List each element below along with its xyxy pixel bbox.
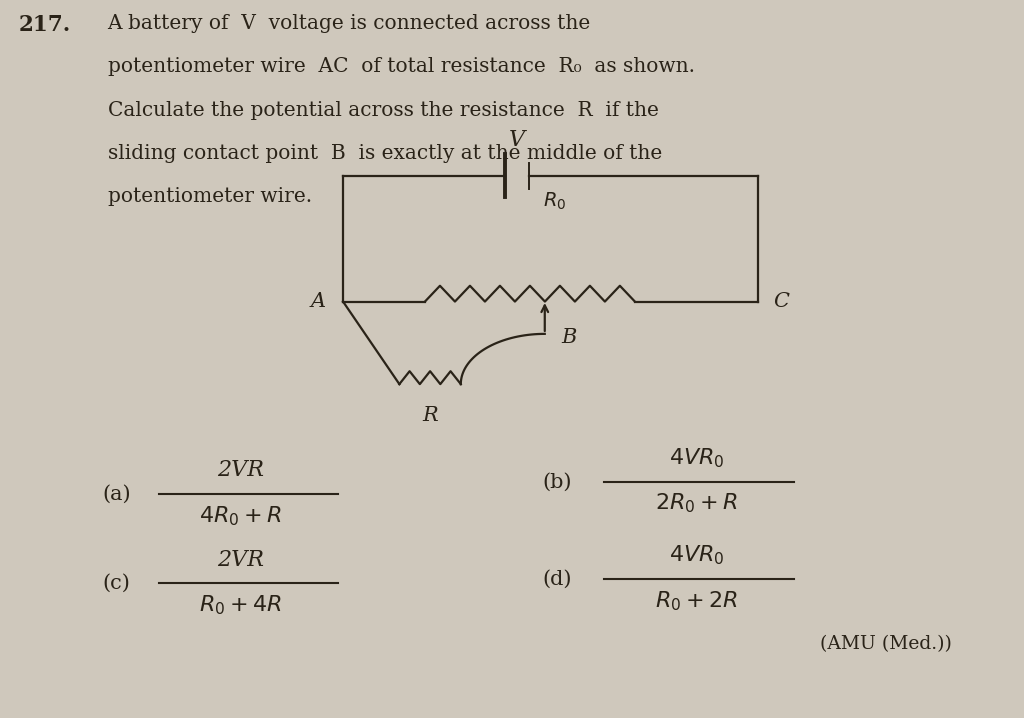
Text: potentiometer wire  AC  of total resistance  R₀  as shown.: potentiometer wire AC of total resistanc… <box>108 57 694 76</box>
Text: Calculate the potential across the resistance  R  if the: Calculate the potential across the resis… <box>108 101 658 119</box>
Text: (AMU (Med.)): (AMU (Med.)) <box>820 635 952 653</box>
Text: B: B <box>561 328 577 347</box>
Text: A: A <box>310 292 326 311</box>
Text: $4VR_0$: $4VR_0$ <box>669 447 724 470</box>
Text: 2VR: 2VR <box>217 549 264 571</box>
Text: R: R <box>422 406 438 424</box>
Text: $4R_0 + R$: $4R_0 + R$ <box>200 504 282 528</box>
Text: A battery of  V  voltage is connected across the: A battery of V voltage is connected acro… <box>108 14 591 33</box>
Text: (d): (d) <box>543 570 572 589</box>
Text: $R_0$: $R_0$ <box>543 190 566 212</box>
Text: V: V <box>509 129 525 151</box>
Text: sliding contact point  B  is exactly at the middle of the: sliding contact point B is exactly at th… <box>108 144 662 162</box>
Text: $4VR_0$: $4VR_0$ <box>669 544 724 567</box>
Text: C: C <box>773 292 790 311</box>
Text: 2VR: 2VR <box>217 459 264 481</box>
Text: $R_0 + 4R$: $R_0 + 4R$ <box>200 593 282 617</box>
Text: (c): (c) <box>102 574 130 592</box>
Text: $2R_0 + R$: $2R_0 + R$ <box>655 492 737 516</box>
Text: potentiometer wire.: potentiometer wire. <box>108 187 311 205</box>
Text: (b): (b) <box>543 473 572 492</box>
Text: 217.: 217. <box>18 14 71 37</box>
Text: $R_0 + 2R$: $R_0 + 2R$ <box>655 589 737 613</box>
Text: (a): (a) <box>102 485 131 503</box>
